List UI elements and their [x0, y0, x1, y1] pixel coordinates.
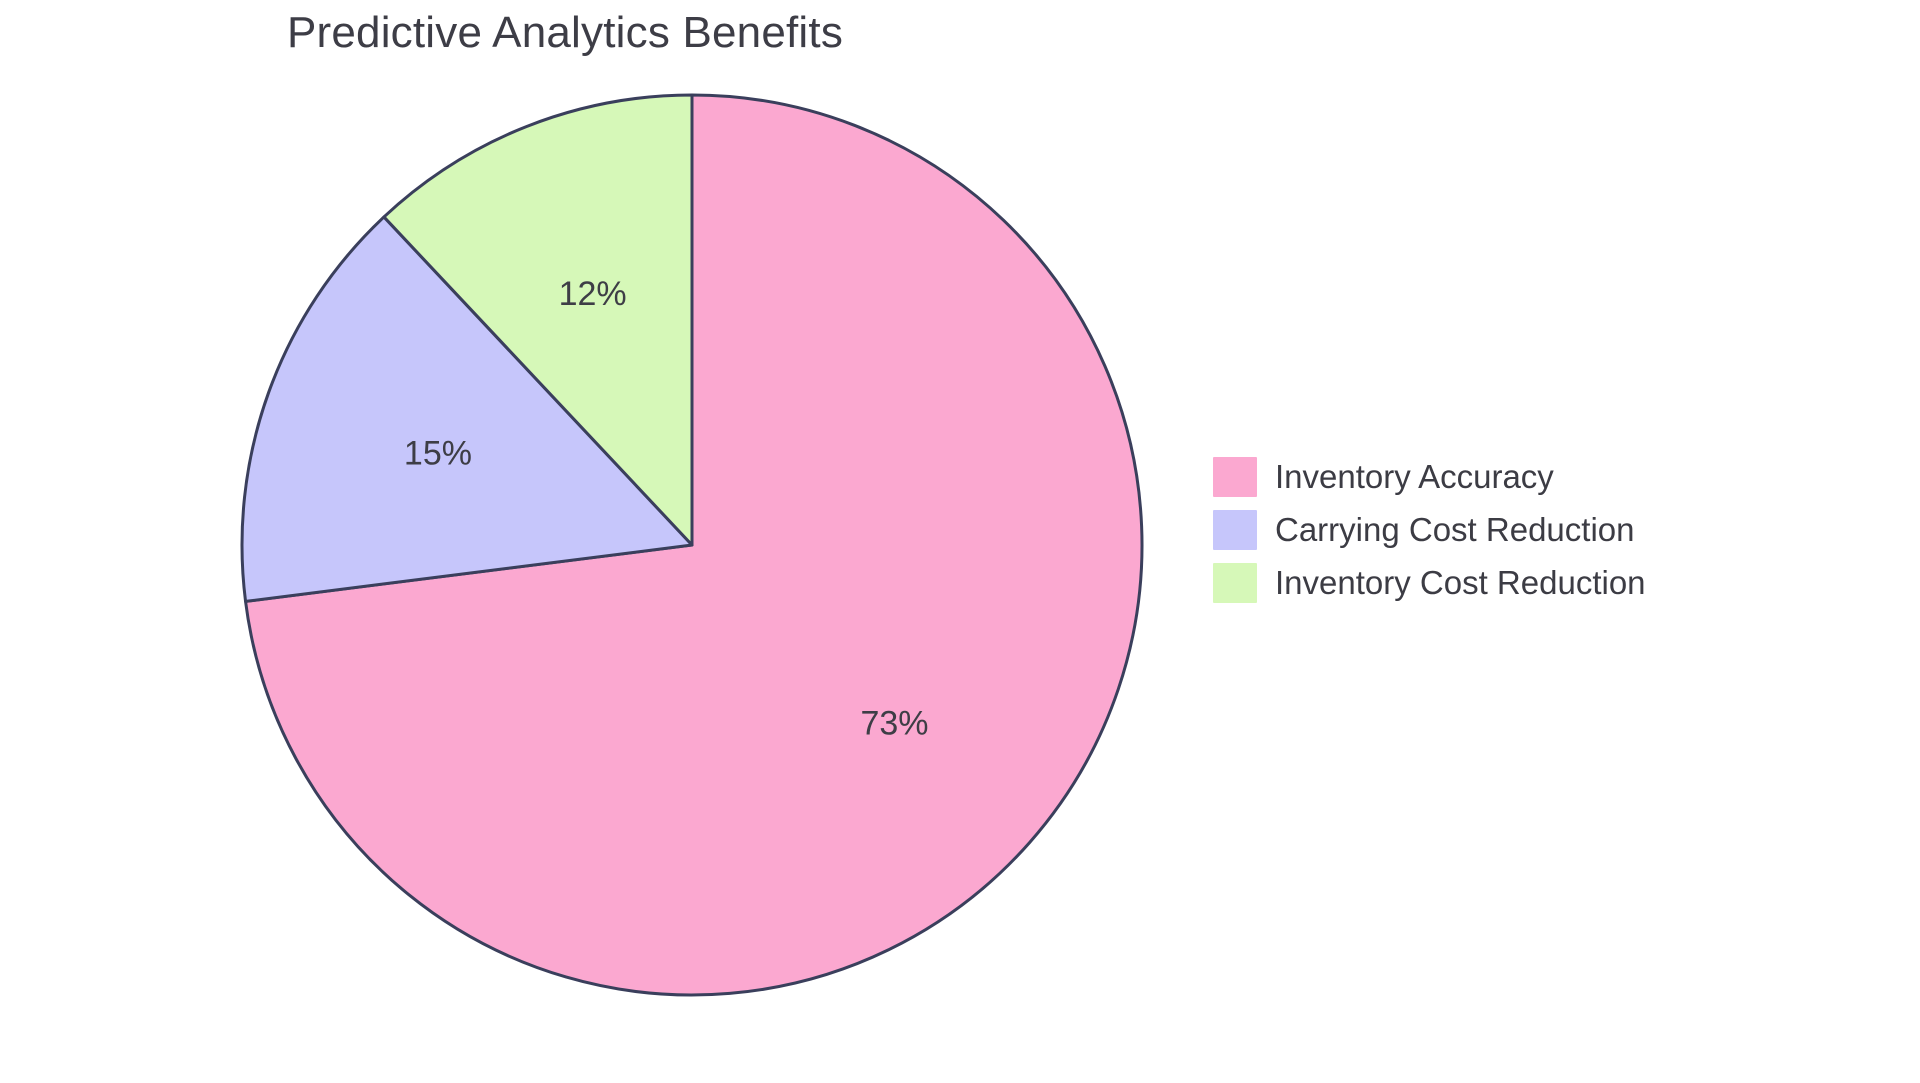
legend-item[interactable]: Inventory Cost Reduction — [1213, 561, 1646, 604]
pie-slice[interactable] — [244, 93, 1144, 997]
legend-item[interactable]: Carrying Cost Reduction — [1213, 508, 1646, 551]
pie-slices — [240, 93, 1144, 997]
legend-item-label: Inventory Accuracy — [1275, 458, 1554, 495]
pie-slice-value-label: 15% — [404, 435, 472, 473]
pie-slice-value-label: 12% — [559, 275, 627, 313]
legend-color-swatch — [1213, 509, 1257, 550]
legend-color-swatch — [1213, 562, 1257, 603]
legend-item[interactable]: Inventory Accuracy — [1213, 455, 1646, 498]
page-title: Predictive Analytics Benefits — [286, 8, 844, 57]
chart-legend: Inventory Accuracy Carrying Cost Reductio… — [1213, 455, 1646, 604]
pie-slice[interactable] — [240, 215, 694, 603]
pie-slice-value-label: 73% — [860, 705, 928, 743]
legend-item-label: Inventory Cost Reduction — [1275, 564, 1646, 601]
legend-color-swatch — [1213, 456, 1257, 497]
pie-slice[interactable] — [382, 93, 694, 547]
legend-item-label: Carrying Cost Reduction — [1275, 511, 1635, 548]
pie-slice-labels: 73% 15% 12% — [404, 275, 929, 743]
